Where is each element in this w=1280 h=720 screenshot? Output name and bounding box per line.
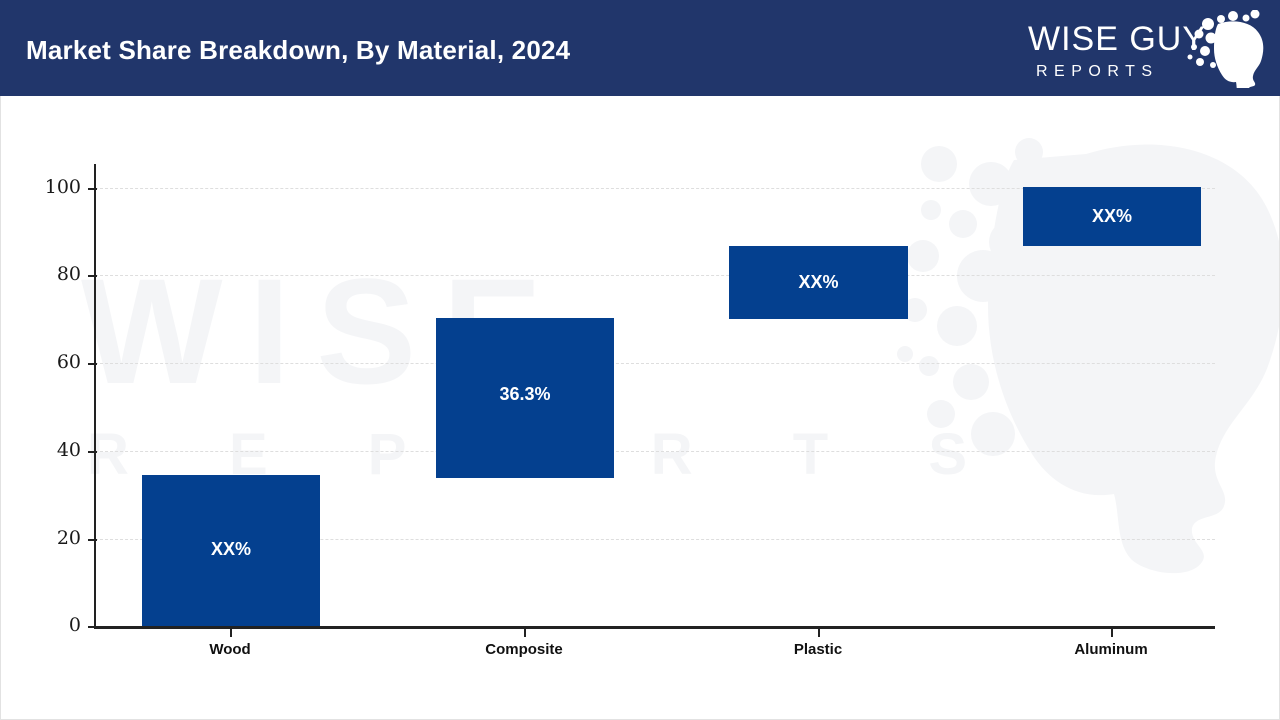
bar-composite[interactable] [436, 318, 614, 478]
svg-text:REPORTS: REPORTS [1036, 63, 1159, 80]
y-tick-label-0: 0 [68, 614, 81, 636]
wise-guy-reports-logo: WISE GUY REPORTS [1022, 10, 1272, 88]
chart-area: WISE R E P O R T S [0, 96, 1280, 720]
bar-label-plastic: XX% [798, 272, 839, 292]
gridline-20 [95, 539, 1215, 540]
y-tick-40 [88, 451, 97, 453]
gridline-80 [95, 275, 1215, 276]
bar-label-wood: XX% [210, 539, 252, 559]
x-label-wood: Wood [209, 641, 251, 658]
x-label-composite: Composite [485, 641, 563, 658]
y-tick-100 [88, 188, 97, 190]
gridline-60 [95, 363, 1215, 364]
plot-area: XX% 36.3% XX% XX% 100 80 60 40 20 0 [1, 96, 1279, 719]
y-tick-0 [88, 626, 97, 628]
y-tick-label-80: 80 [56, 263, 81, 285]
header-bar: Market Share Breakdown, By Material, 202… [0, 0, 1280, 96]
x-tick-wood [230, 628, 232, 637]
x-label-aluminum: Aluminum [1074, 641, 1148, 658]
y-tick-80 [88, 275, 97, 277]
y-tick-label-60: 60 [56, 351, 81, 373]
y-tick-20 [88, 539, 97, 541]
bar-wood[interactable] [142, 475, 320, 627]
page-title: Market Share Breakdown, By Material, 202… [26, 35, 571, 65]
x-tick-aluminum [1111, 628, 1113, 637]
x-tick-composite [524, 628, 526, 637]
bar-label-composite: 36.3% [499, 384, 551, 404]
bar-plastic[interactable] [729, 246, 908, 319]
y-axis-line [94, 164, 96, 628]
x-tick-plastic [818, 628, 820, 637]
y-tick-label-40: 40 [56, 439, 81, 461]
gridline-40 [95, 451, 1215, 452]
gridline-100 [95, 188, 1215, 189]
svg-text:WISE GUY: WISE GUY [1028, 20, 1206, 58]
x-label-plastic: Plastic [793, 641, 843, 658]
y-tick-label-100: 100 [44, 176, 81, 198]
bar-label-aluminum: XX% [1091, 206, 1133, 226]
y-tick-label-20: 20 [56, 527, 81, 549]
bar-aluminum[interactable] [1023, 187, 1201, 246]
y-tick-60 [88, 363, 97, 365]
x-axis-line [94, 626, 1215, 629]
